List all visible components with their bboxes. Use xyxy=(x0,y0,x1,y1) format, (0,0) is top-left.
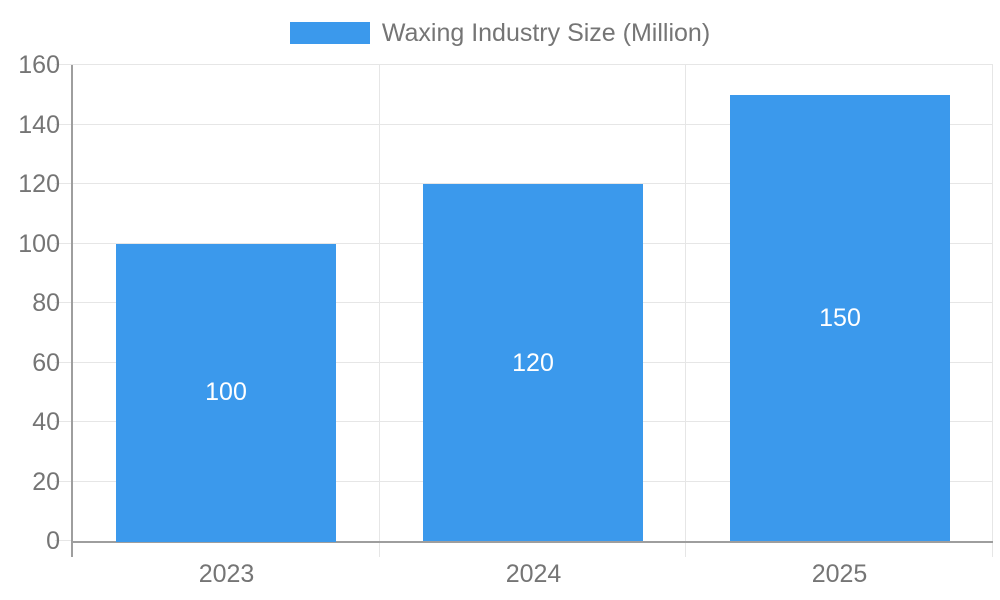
x-axis-tick-label: 2024 xyxy=(505,560,562,588)
x-axis-tick-label: 2025 xyxy=(811,560,868,588)
x-gridline xyxy=(992,65,993,557)
bar-value-label: 100 xyxy=(205,378,247,406)
legend-label: Waxing Industry Size (Million) xyxy=(381,19,711,47)
y-axis-tick-label: 60 xyxy=(32,349,60,377)
y-gridline xyxy=(55,64,993,65)
bar-value-label: 120 xyxy=(512,349,554,377)
y-gridline xyxy=(55,124,993,125)
y-axis-line xyxy=(71,65,73,557)
y-axis-tick-label: 80 xyxy=(32,289,60,317)
y-axis-tick-label: 160 xyxy=(18,51,60,79)
legend[interactable]: Waxing Industry Size (Million) xyxy=(0,18,1000,48)
x-axis-tick-label: 2023 xyxy=(198,560,255,588)
y-tick xyxy=(55,540,73,541)
y-axis-tick-label: 120 xyxy=(18,170,60,198)
x-gridline xyxy=(685,65,686,557)
bar[interactable] xyxy=(423,184,643,541)
y-axis-tick-label: 100 xyxy=(18,230,60,258)
bar-value-label: 150 xyxy=(819,304,861,332)
y-axis-tick-label: 20 xyxy=(32,468,60,496)
x-gridline xyxy=(379,65,380,557)
y-axis-tick-label: 140 xyxy=(18,111,60,139)
legend-swatch xyxy=(289,22,370,44)
y-gridline xyxy=(55,183,993,184)
y-axis-tick-label: 40 xyxy=(32,408,60,436)
bar[interactable] xyxy=(116,244,336,542)
bar[interactable] xyxy=(730,95,950,541)
x-axis-line xyxy=(71,541,993,543)
y-axis-tick-label: 0 xyxy=(46,527,60,555)
